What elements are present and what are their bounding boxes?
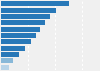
Bar — [1, 20, 45, 25]
Bar — [1, 52, 19, 57]
Bar — [1, 14, 50, 19]
Bar — [1, 58, 13, 63]
Bar — [1, 65, 9, 70]
Bar — [1, 39, 31, 44]
Bar — [1, 1, 69, 6]
Bar — [1, 27, 40, 32]
Bar — [1, 46, 25, 51]
Bar — [1, 8, 56, 13]
Bar — [1, 33, 36, 38]
